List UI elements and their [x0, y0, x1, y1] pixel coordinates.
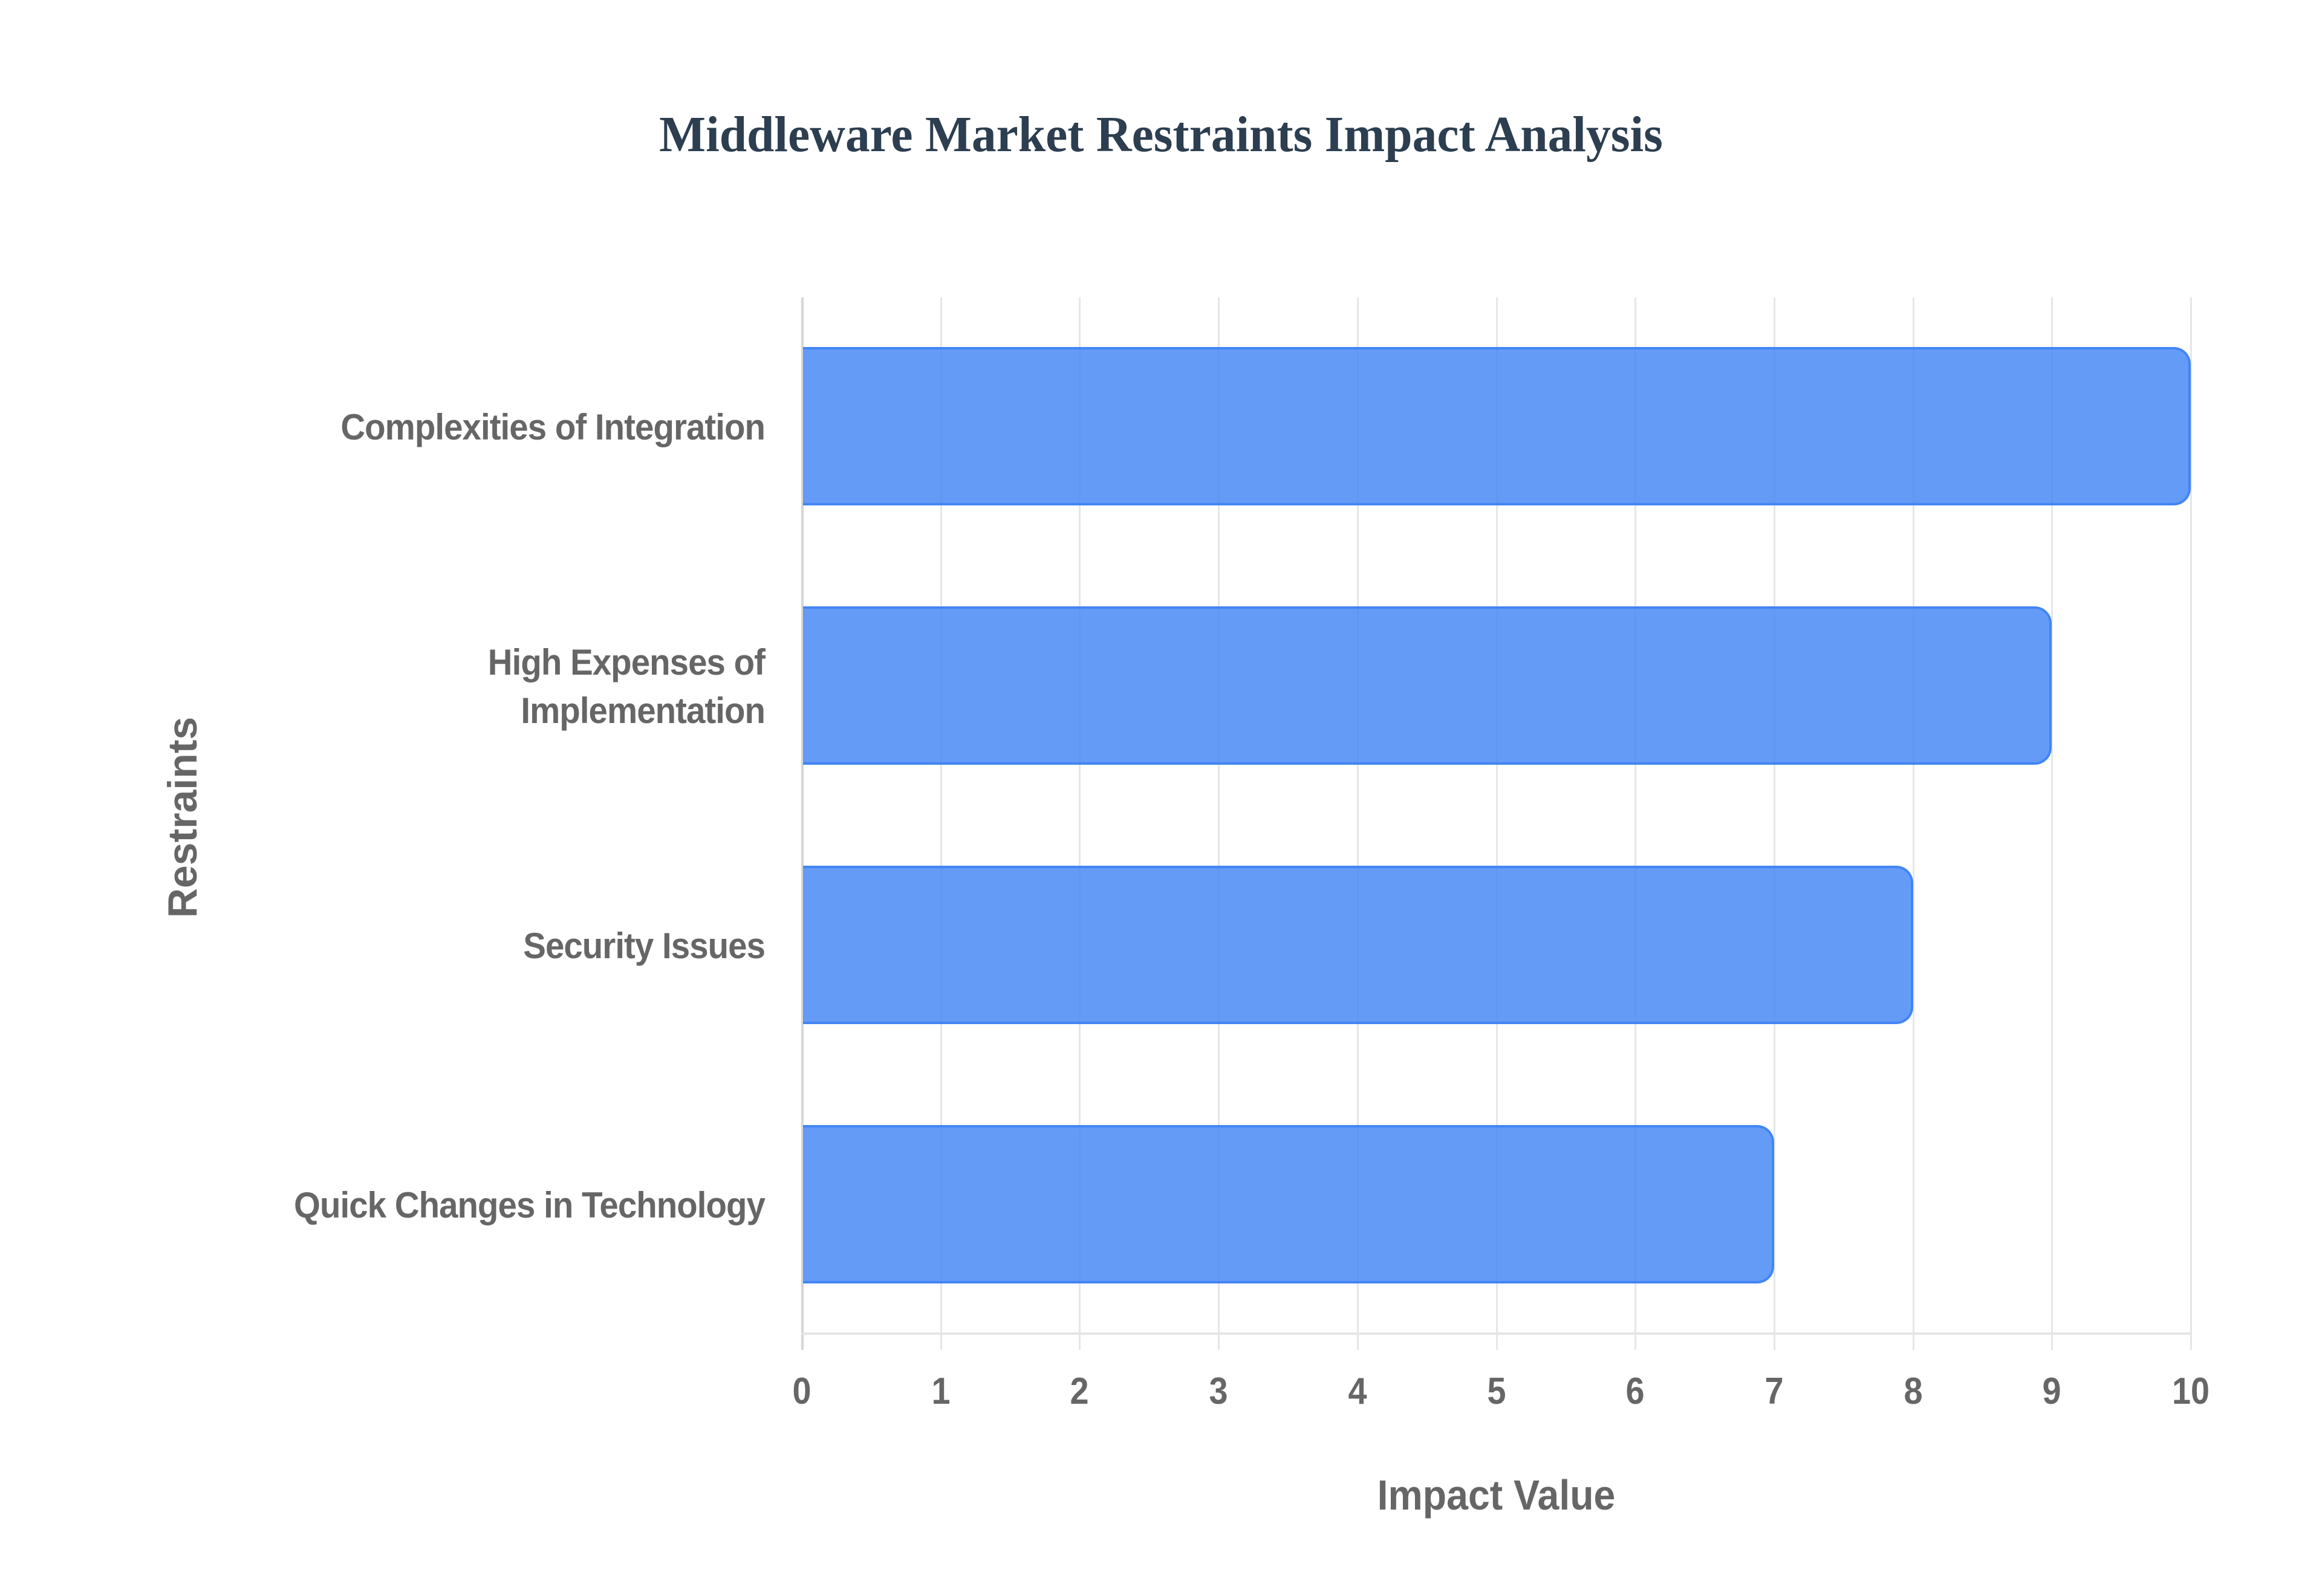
- x-tick-label: 3: [1209, 1371, 1228, 1412]
- chart-title: Middleware Market Restraints Impact Anal…: [659, 106, 1663, 163]
- bar-quick-changes-in-technology[interactable]: [803, 1125, 1774, 1283]
- x-tick-label: 9: [2042, 1371, 2061, 1412]
- plot-area: [801, 297, 2192, 1350]
- x-tick-label: 10: [2171, 1371, 2210, 1412]
- x-tick-label: 1: [931, 1371, 951, 1412]
- category-label-high-expenses-of-implementation: High Expenses of Implementation: [487, 642, 766, 731]
- gridline-1: [940, 297, 942, 1350]
- x-tick-label: 2: [1070, 1371, 1089, 1412]
- gridline-5: [1495, 297, 1498, 1350]
- gridline-10: [2190, 297, 2192, 1350]
- gridline-0: [801, 297, 804, 1350]
- gridline-9: [2051, 297, 2054, 1350]
- gridline-7: [1773, 297, 1775, 1350]
- x-tick-label: 8: [1904, 1371, 1923, 1412]
- category-label-quick-changes-in-technology: Quick Changes in Technology: [294, 1185, 766, 1225]
- category-label-security-issues: Security Issues: [523, 926, 766, 966]
- x-tick-label: 4: [1348, 1371, 1367, 1412]
- x-tick-label: 6: [1625, 1371, 1645, 1412]
- x-tick-label: 0: [792, 1371, 811, 1412]
- gridline-8: [1912, 297, 1914, 1350]
- gridline-2: [1079, 297, 1081, 1350]
- category-label-complexities-of-integration: Complexities of Integration: [340, 407, 766, 447]
- bar-security-issues[interactable]: [803, 866, 1913, 1024]
- y-axis-title: Restraints: [160, 716, 206, 918]
- x-axis-line: [802, 1332, 2191, 1335]
- gridline-3: [1218, 297, 1220, 1350]
- gridline-6: [1634, 297, 1637, 1350]
- x-tick-label: 7: [1764, 1371, 1784, 1412]
- x-axis-title: Impact Value: [1377, 1471, 1616, 1519]
- x-tick-label: 5: [1486, 1371, 1506, 1412]
- bar-complexities-of-integration[interactable]: [803, 347, 2191, 505]
- gridline-4: [1356, 297, 1359, 1350]
- bar-high-expenses-of-implementation[interactable]: [803, 606, 2052, 765]
